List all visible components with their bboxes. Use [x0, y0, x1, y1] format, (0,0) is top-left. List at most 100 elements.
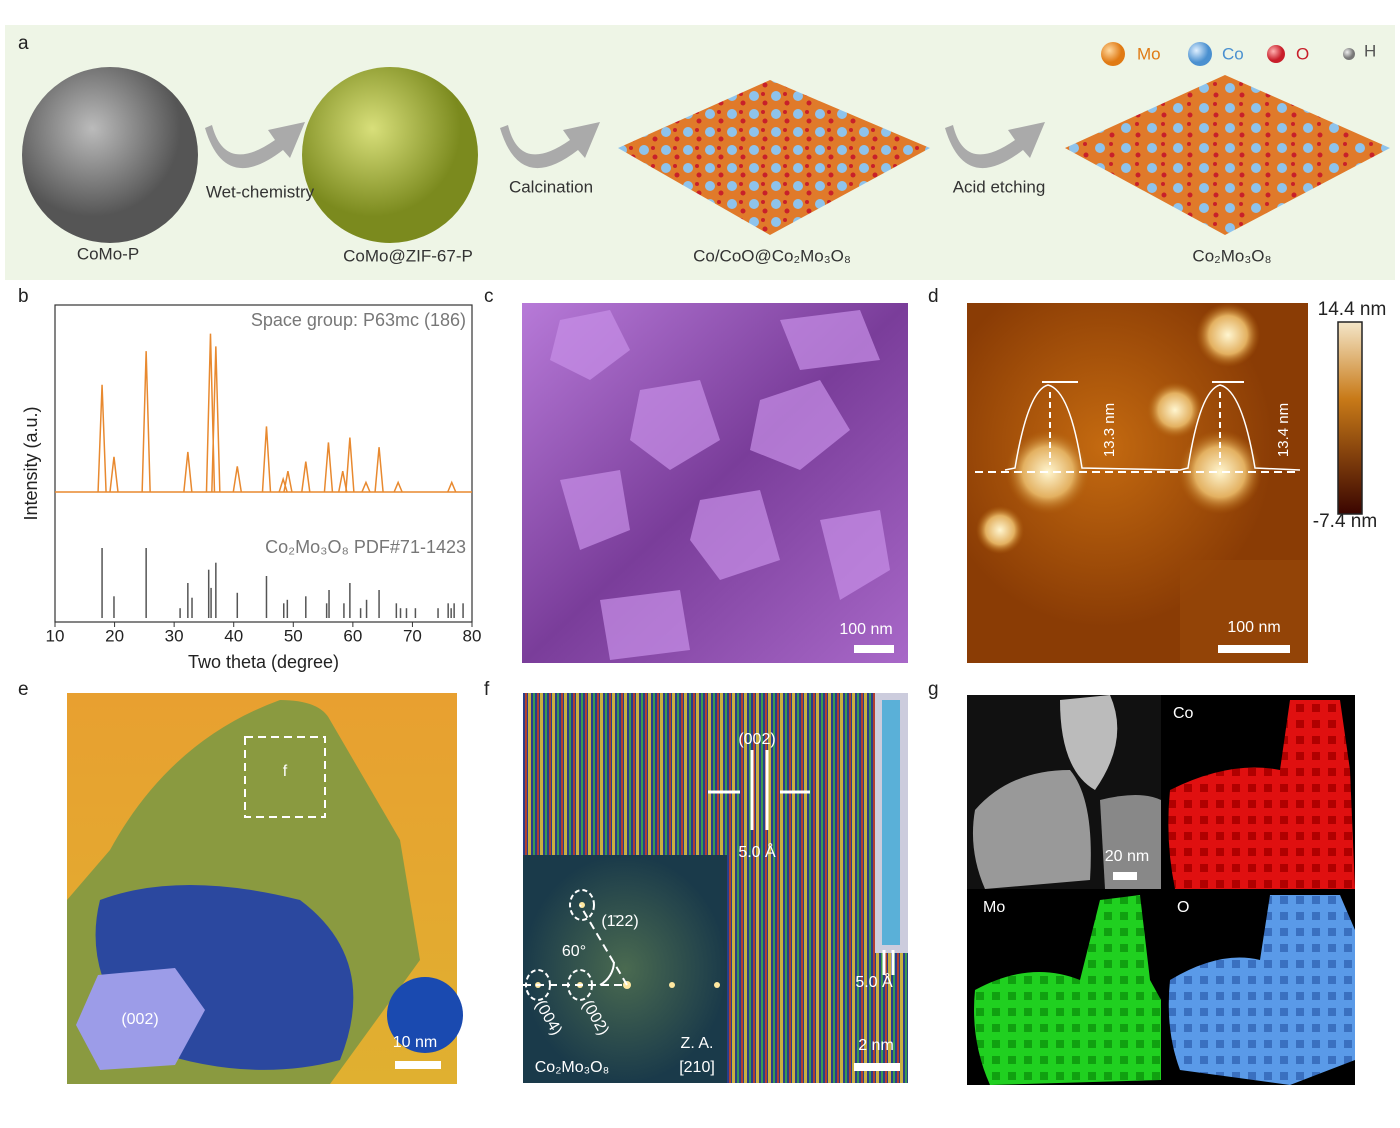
xrd-peak: [183, 451, 193, 493]
annotation: Space group: P63mc (186): [251, 310, 466, 330]
spot-label: (1̄22): [601, 913, 638, 930]
height-profile: [1004, 384, 1301, 471]
legend-co: [1188, 42, 1212, 66]
angle-label: 60°: [562, 943, 586, 960]
como-p-sphere: [22, 67, 198, 243]
panel-letter: d: [928, 286, 939, 307]
spacing-label: 5.0 Å: [855, 972, 893, 991]
map-label: O: [1177, 899, 1189, 916]
caption: CoMo-P: [77, 244, 139, 263]
x-axis-label: Two theta (degree): [188, 652, 339, 672]
legend-label: Mo: [1137, 44, 1161, 63]
facet-label: (002): [121, 1011, 158, 1028]
roi-box: [244, 736, 326, 818]
afm-particle: [1196, 303, 1260, 367]
xrd-chart: 10 20 30 40 50 60 70 80 Two theta (degree) Intens…: [21, 304, 482, 672]
xrd-peak: [283, 471, 293, 493]
xrd-peak: [361, 480, 371, 493]
x-tick-label: 50: [284, 626, 303, 645]
mo-signal: [974, 895, 1161, 1085]
xrd-peak: [337, 471, 348, 493]
scale-label: 20 nm: [1105, 848, 1149, 865]
colorbar: [1337, 321, 1363, 515]
spacing-label: 5.0 Å: [738, 842, 776, 861]
x-tick-label: 80: [463, 626, 482, 645]
legend-label: Co: [1222, 44, 1244, 63]
haadf-particle: [1100, 795, 1161, 889]
xrd-peak: [301, 461, 311, 493]
height-label: 13.4 nm: [1275, 403, 1292, 457]
step-label: Calcination: [509, 177, 593, 196]
xrd-peak: [261, 426, 272, 493]
fft-inset: [523, 855, 727, 1083]
xrd-peak: [345, 437, 355, 493]
caption: Co/CoO@Co₂Mo₃O₈: [693, 246, 851, 265]
scale-bar: [1218, 645, 1290, 653]
haadf-particle: [1060, 695, 1118, 790]
zone-axis: Z. A.: [681, 1035, 714, 1052]
height-label: 13.3 nm: [1101, 403, 1118, 457]
step-label: Acid etching: [953, 177, 1046, 196]
scale-bar: [854, 1063, 900, 1071]
legend-mo: [1101, 42, 1125, 66]
scale-label: 100 nm: [839, 621, 892, 638]
panel-letter: g: [928, 679, 939, 700]
legend-label: H: [1364, 41, 1376, 60]
map-label: Co: [1173, 705, 1194, 722]
xrd-peak: [278, 476, 288, 493]
afm-particle: [976, 506, 1024, 554]
lattice: [1065, 75, 1390, 235]
xrd-peak: [374, 447, 384, 493]
sem-particles: [550, 310, 890, 660]
x-tick-label: 20: [105, 626, 124, 645]
plane-markers: [708, 750, 895, 975]
colorbar-min: -7.4 nm: [1313, 511, 1377, 532]
plot-frame: [54, 304, 473, 623]
panel-letter: e: [18, 679, 29, 700]
panel-letter: c: [484, 286, 494, 307]
xrd-peak: [323, 442, 334, 493]
arrows: [205, 122, 1045, 169]
scale-label: 100 nm: [1227, 619, 1280, 636]
scale-bar: [1113, 872, 1137, 880]
y-axis-label: Intensity (a.u.): [21, 406, 41, 520]
scale-label: 10 nm: [393, 1034, 437, 1051]
caption: CoMo@ZIF-67-P: [343, 246, 473, 265]
phase-label: Co₂Mo₃O₈: [535, 1059, 609, 1076]
scale-bar: [854, 645, 894, 653]
xrd-peak: [109, 456, 119, 493]
xrd-peak: [447, 480, 457, 493]
x-tick-label: 30: [165, 626, 184, 645]
roi-label: f: [283, 763, 288, 780]
scale-label: 2 nm: [858, 1037, 894, 1054]
facet-shape: [76, 968, 205, 1070]
plane-label: (002): [738, 731, 775, 748]
tem-particle: [387, 977, 463, 1053]
lattice: [618, 80, 930, 235]
afm-particle: [1178, 430, 1262, 514]
xrd-peak: [211, 346, 221, 493]
zone-axis: [210]: [679, 1059, 715, 1076]
map-label: Mo: [983, 899, 1005, 916]
x-tick-label: 70: [403, 626, 422, 645]
panel-letter: b: [18, 286, 29, 307]
scale-bar: [395, 1061, 441, 1069]
xrd-peak: [232, 466, 243, 493]
panel-letter: a: [18, 33, 29, 54]
afm-particle: [1147, 382, 1203, 438]
zif-sphere: [302, 67, 478, 243]
x-tick-label: 60: [343, 626, 362, 645]
co-signal: [1168, 700, 1355, 889]
x-tick-label: 10: [46, 626, 65, 645]
atomic-model: [882, 700, 900, 945]
legend-label: O: [1296, 44, 1309, 63]
legend-h: [1343, 48, 1355, 60]
legend-o: [1267, 45, 1285, 63]
haadf-particle: [972, 770, 1091, 889]
caption: Co₂Mo₃O₈: [1192, 246, 1271, 265]
xrd-peak: [97, 384, 107, 493]
panel-letter: f: [484, 679, 490, 700]
xrd-peak: [393, 480, 403, 493]
colorbar-max: 14.4 nm: [1318, 299, 1387, 320]
